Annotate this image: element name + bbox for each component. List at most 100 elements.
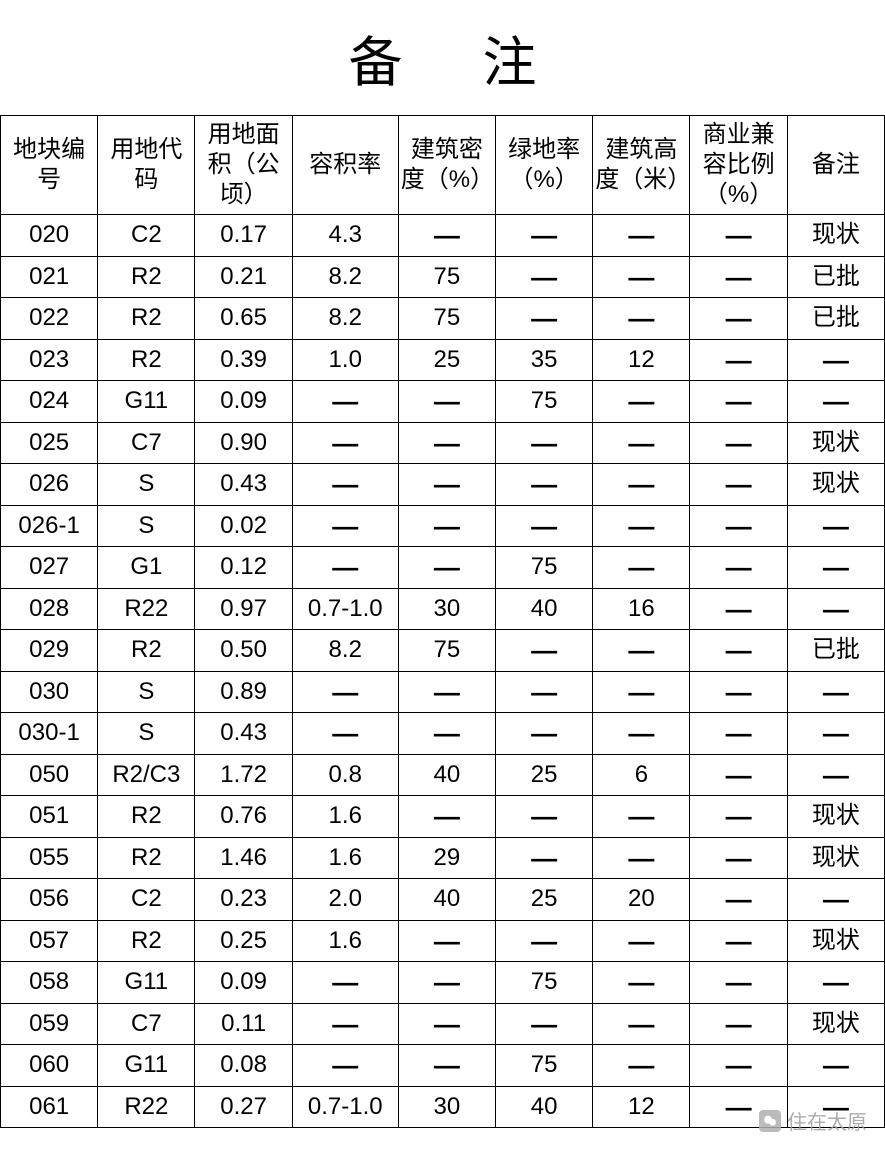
table-cell: —: [787, 339, 884, 381]
table-header-row: 地块编号 用地代码 用地面积（公顷） 容积率 建筑密度（%） 绿地率（%） 建筑…: [1, 116, 885, 215]
table-cell: —: [398, 796, 495, 838]
table-cell: —: [593, 422, 690, 464]
table-cell: —: [496, 796, 593, 838]
table-row: 029R20.508.275———已批: [1, 630, 885, 672]
table-cell: 022: [1, 298, 98, 340]
table-cell: —: [496, 256, 593, 298]
table-cell: —: [787, 588, 884, 630]
table-cell: 现状: [787, 1003, 884, 1045]
table-cell: —: [398, 505, 495, 547]
table-cell: 现状: [787, 464, 884, 506]
table-cell: 0.65: [195, 298, 292, 340]
table-cell: —: [292, 1045, 398, 1087]
table-cell: C2: [98, 879, 195, 921]
table-cell: 25: [398, 339, 495, 381]
table-cell: —: [593, 381, 690, 423]
table-cell: —: [787, 671, 884, 713]
table-cell: 现状: [787, 837, 884, 879]
col-remark: 备注: [787, 116, 884, 215]
table-cell: —: [496, 837, 593, 879]
col-far: 容积率: [292, 116, 398, 215]
table-cell: 4.3: [292, 215, 398, 257]
table-cell: G11: [98, 962, 195, 1004]
table-row: 055R21.461.629———现状: [1, 837, 885, 879]
table-cell: 050: [1, 754, 98, 796]
land-use-table: 地块编号 用地代码 用地面积（公顷） 容积率 建筑密度（%） 绿地率（%） 建筑…: [0, 115, 885, 1128]
table-cell: 0.8: [292, 754, 398, 796]
table-cell: 0.50: [195, 630, 292, 672]
table-cell: —: [690, 215, 787, 257]
table-cell: 40: [496, 1086, 593, 1128]
table-cell: —: [690, 588, 787, 630]
table-cell: 已批: [787, 256, 884, 298]
table-cell: —: [690, 962, 787, 1004]
table-cell: —: [690, 1003, 787, 1045]
table-cell: —: [593, 713, 690, 755]
table-cell: 027: [1, 547, 98, 589]
table-row: 061R220.270.7-1.0304012——: [1, 1086, 885, 1128]
table-cell: —: [690, 381, 787, 423]
table-cell: —: [496, 713, 593, 755]
table-cell: S: [98, 505, 195, 547]
table-row: 027G10.12——75———: [1, 547, 885, 589]
table-cell: —: [690, 796, 787, 838]
table-cell: 1.6: [292, 920, 398, 962]
table-cell: 75: [398, 256, 495, 298]
table-row: 058G110.09——75———: [1, 962, 885, 1004]
table-cell: 026-1: [1, 505, 98, 547]
table-cell: —: [690, 547, 787, 589]
table-cell: 35: [496, 339, 593, 381]
table-cell: —: [292, 422, 398, 464]
table-cell: 8.2: [292, 256, 398, 298]
table-cell: S: [98, 713, 195, 755]
table-cell: —: [690, 505, 787, 547]
table-cell: —: [787, 1045, 884, 1087]
table-cell: —: [398, 1045, 495, 1087]
table-body: 020C20.174.3————现状021R20.218.275———已批022…: [1, 215, 885, 1128]
table-cell: 056: [1, 879, 98, 921]
col-height: 建筑高度（米）: [593, 116, 690, 215]
table-cell: —: [292, 381, 398, 423]
table-cell: C7: [98, 422, 195, 464]
table-cell: —: [593, 671, 690, 713]
table-cell: —: [496, 505, 593, 547]
table-row: 030S0.89——————: [1, 671, 885, 713]
table-cell: 75: [496, 962, 593, 1004]
table-cell: 026: [1, 464, 98, 506]
table-cell: —: [496, 215, 593, 257]
table-cell: —: [593, 1003, 690, 1045]
table-cell: 29: [398, 837, 495, 879]
table-cell: 0.21: [195, 256, 292, 298]
table-cell: —: [593, 215, 690, 257]
table-row: 021R20.218.275———已批: [1, 256, 885, 298]
table-cell: 021: [1, 256, 98, 298]
table-cell: 1.72: [195, 754, 292, 796]
table-cell: R2: [98, 920, 195, 962]
table-cell: R22: [98, 1086, 195, 1128]
table-cell: 0.02: [195, 505, 292, 547]
table-cell: —: [398, 962, 495, 1004]
table-row: 051R20.761.6————现状: [1, 796, 885, 838]
table-cell: 20: [593, 879, 690, 921]
table-cell: 1.6: [292, 796, 398, 838]
table-row: 024G110.09——75———: [1, 381, 885, 423]
table-cell: 75: [496, 547, 593, 589]
table-cell: S: [98, 671, 195, 713]
table-cell: 1.46: [195, 837, 292, 879]
table-cell: 020: [1, 215, 98, 257]
table-cell: 060: [1, 1045, 98, 1087]
table-cell: —: [398, 1003, 495, 1045]
table-cell: 0.43: [195, 713, 292, 755]
table-cell: —: [292, 713, 398, 755]
table-cell: R22: [98, 588, 195, 630]
table-cell: 030: [1, 671, 98, 713]
table-cell: —: [292, 671, 398, 713]
table-row: 030-1S0.43——————: [1, 713, 885, 755]
table-cell: G11: [98, 1045, 195, 1087]
table-cell: —: [292, 547, 398, 589]
table-cell: 0.97: [195, 588, 292, 630]
page-title: 备注: [0, 0, 885, 115]
table-cell: —: [690, 837, 787, 879]
table-cell: —: [496, 1003, 593, 1045]
table-row: 056C20.232.0402520——: [1, 879, 885, 921]
